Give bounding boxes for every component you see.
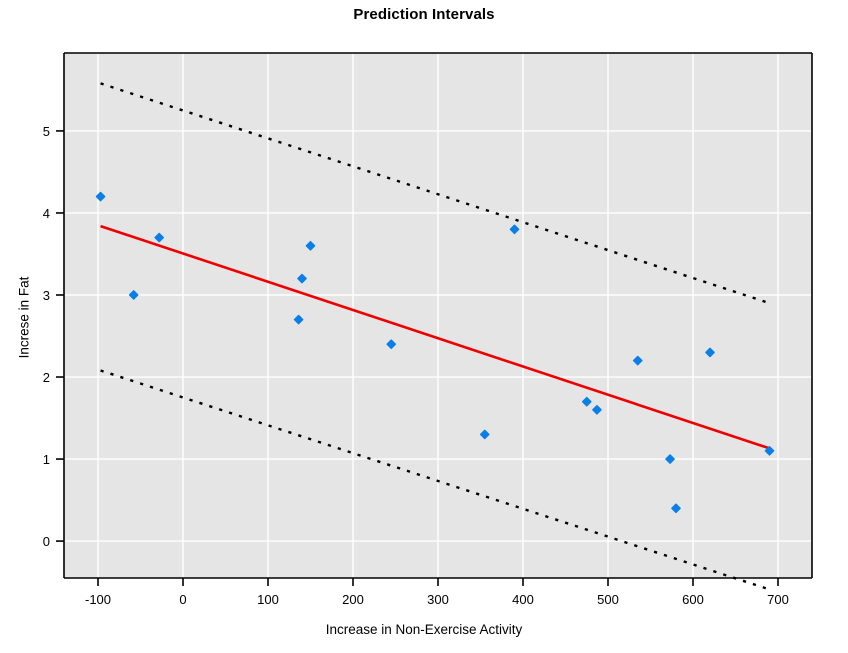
x-tick-label: 400: [512, 592, 534, 607]
data-point: [479, 429, 490, 440]
x-tick-label: 100: [257, 592, 279, 607]
y-tick-label: 4: [43, 206, 50, 221]
y-tick-label: 1: [43, 452, 50, 467]
data-point: [764, 446, 775, 456]
data-point: [581, 396, 592, 407]
gridlines: [64, 53, 812, 578]
data-point: [95, 191, 106, 202]
data-point: [386, 339, 397, 350]
data-point: [297, 273, 307, 284]
x-tick-label: -100: [85, 592, 111, 607]
data-point: [665, 454, 675, 464]
x-tick-label: 0: [179, 592, 186, 607]
data-point: [592, 405, 602, 415]
data-points: [95, 191, 775, 514]
y-tick-label: 3: [43, 288, 50, 303]
data-point: [671, 503, 681, 514]
x-tick-label: 200: [342, 592, 364, 607]
data-point: [705, 347, 715, 358]
data-point: [154, 232, 164, 243]
data-point: [305, 240, 316, 251]
data-point: [128, 290, 139, 300]
data-point: [632, 355, 643, 366]
regression-fit-line: [100, 224, 770, 450]
data-point: [293, 314, 304, 325]
y-tick-label: 0: [43, 534, 50, 549]
data-point: [509, 224, 520, 235]
x-axis-label: Increase in Non-Exercise Activity: [325, 622, 523, 637]
y-tick-label: 5: [43, 124, 50, 139]
x-tick-label: 600: [682, 592, 704, 607]
y-tick-label: 2: [43, 370, 50, 385]
y-axis-ticks: 0 1 2 3 4 5: [43, 124, 64, 549]
x-tick-label: 300: [427, 592, 449, 607]
page-title: Prediction Intervals: [353, 6, 495, 23]
x-axis-ticks: -100 0 100 200 300 400 500 600 700: [85, 578, 789, 607]
prediction-interval-bands: [100, 82, 770, 591]
y-axis-label: Increse in Fat: [16, 276, 32, 359]
x-tick-label: 500: [597, 592, 619, 607]
x-tick-label: 700: [767, 592, 789, 607]
